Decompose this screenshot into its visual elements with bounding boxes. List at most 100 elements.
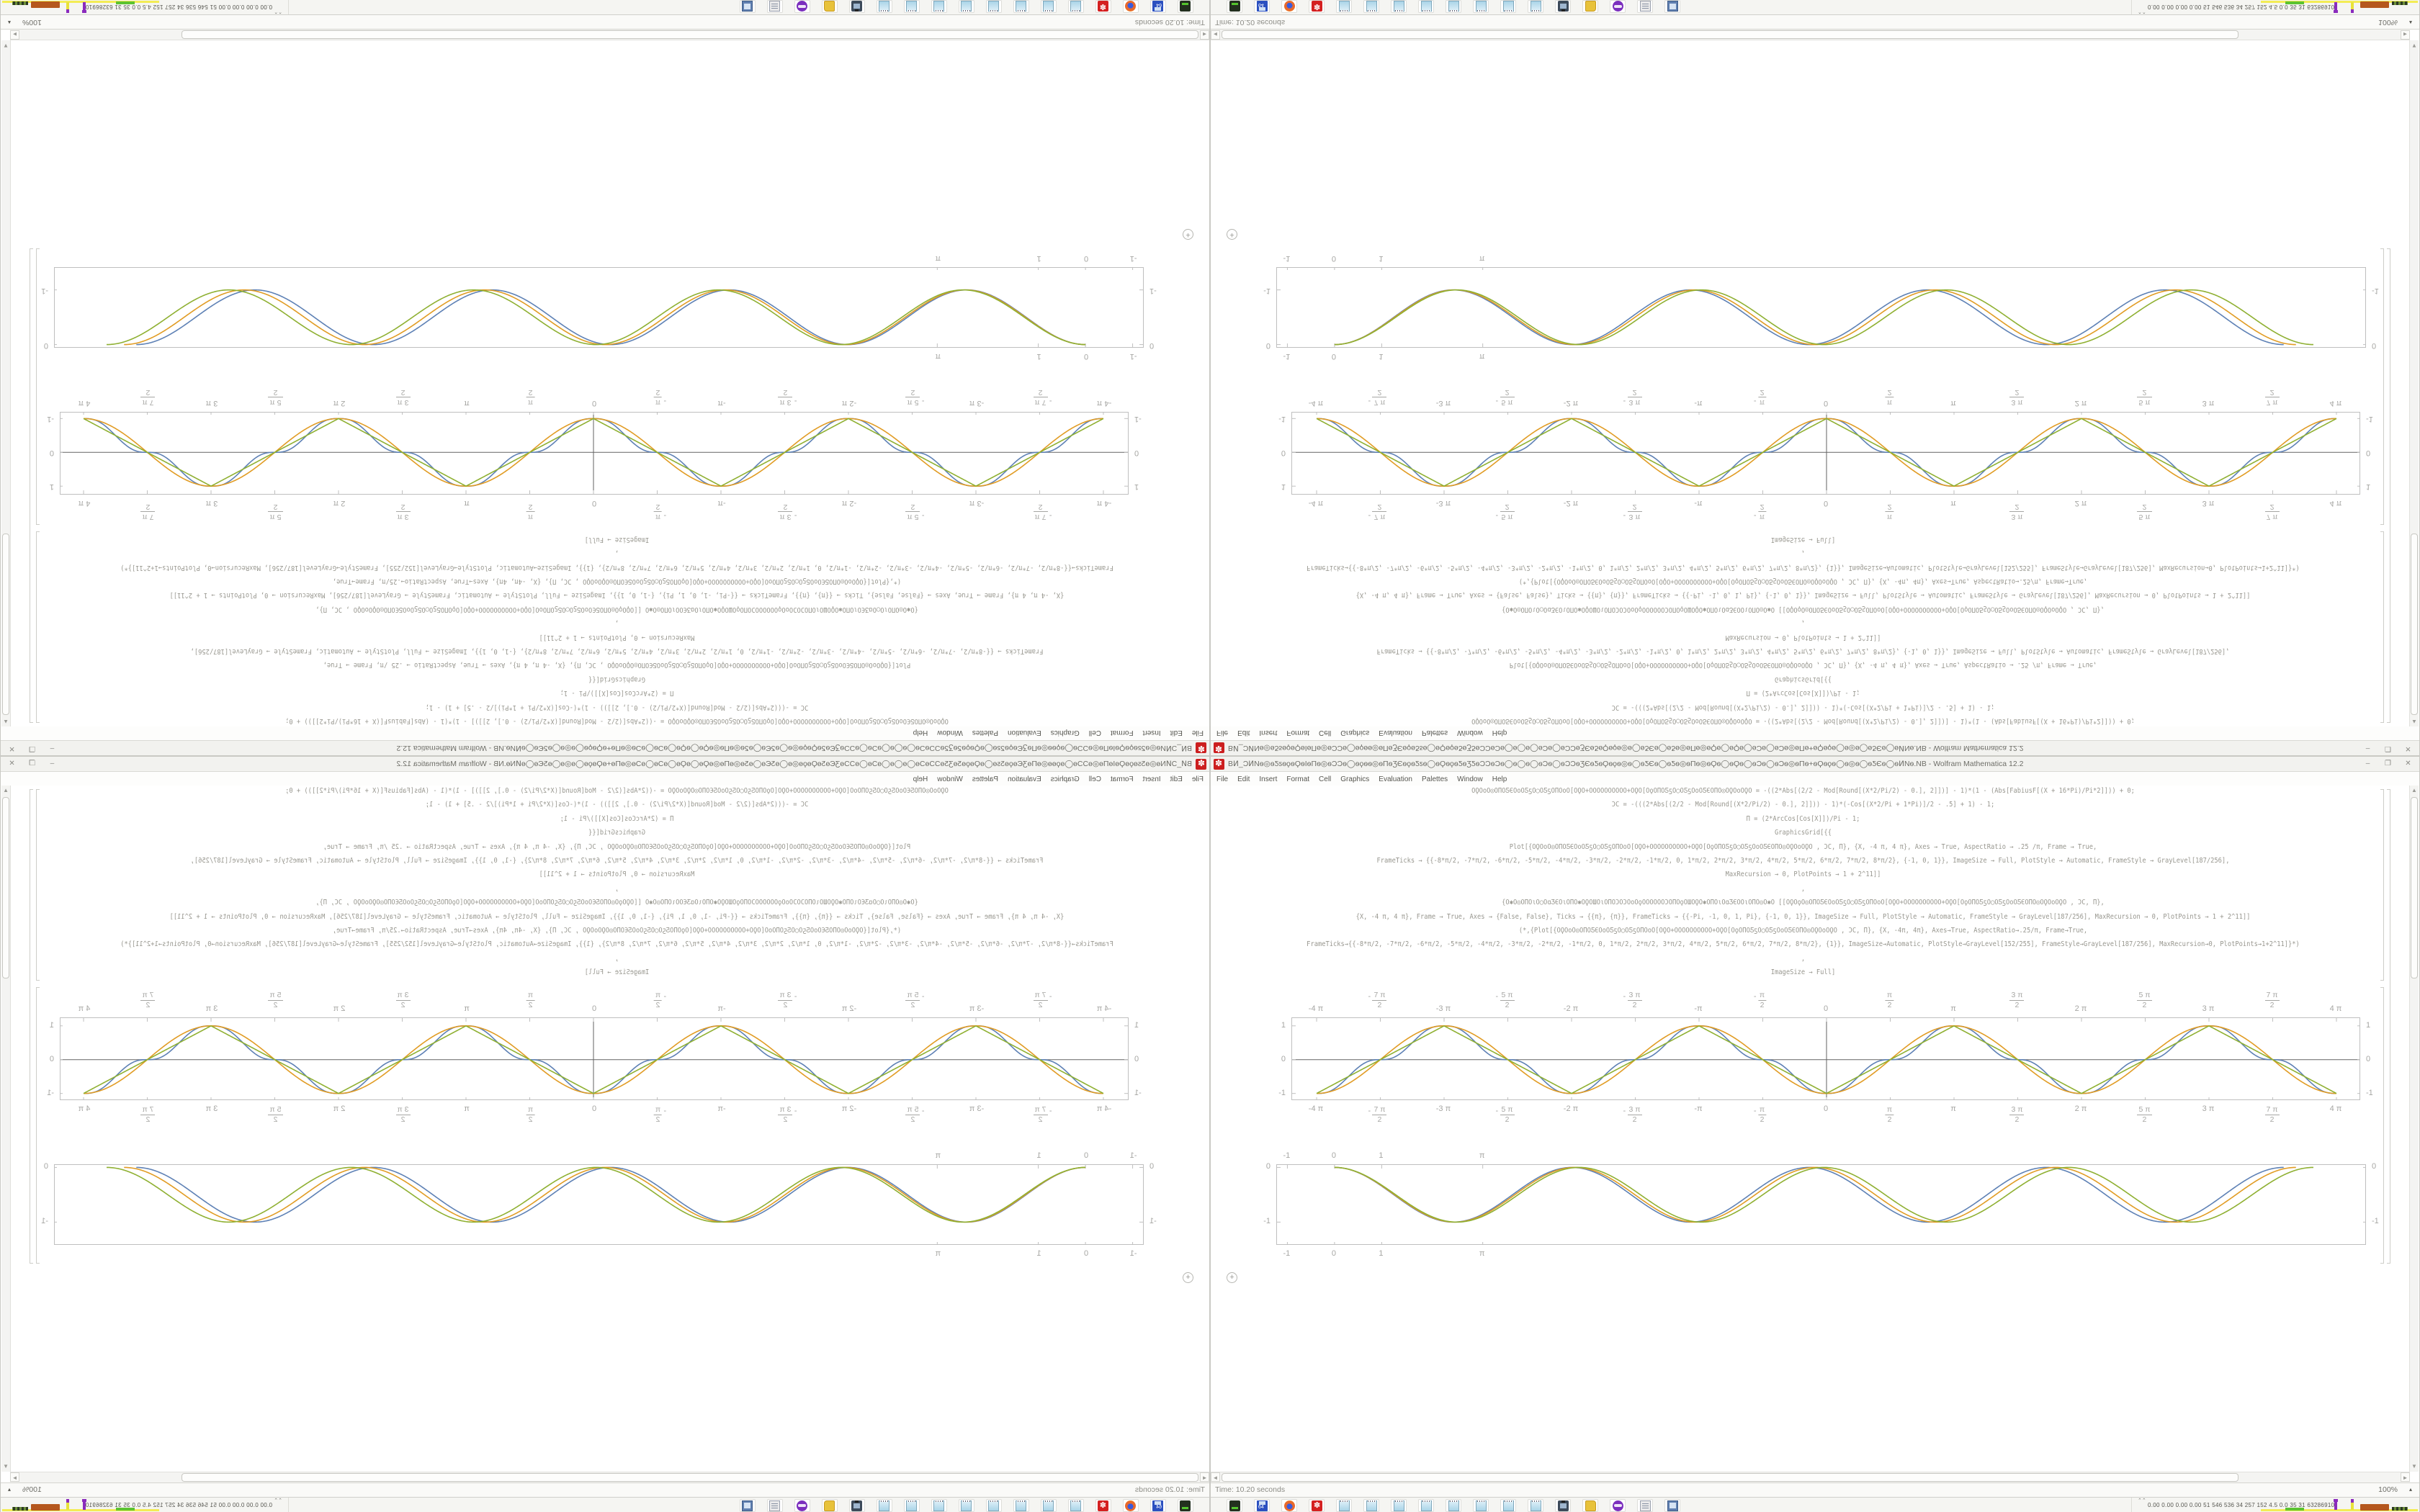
menu-item-graphics[interactable]: Graphics: [1050, 729, 1080, 737]
input-cell-bracket[interactable]: [2380, 789, 2384, 981]
code-line[interactable]: ΟϘΟοΟ◎ΟΠΟƼЄΟοΟƼƽΟ◯ΟƼƽΟΠΟοΟ[ΟϘΟ+ΟΟΟΟΟΟΟΟΟ…: [285, 787, 949, 795]
code-line[interactable]: FrameTicks → {{-8*π/2, -7*π/2, -6*π/2, -…: [190, 857, 1044, 865]
code-line[interactable]: ,: [614, 954, 619, 963]
menu-item-help[interactable]: Help: [1492, 775, 1507, 783]
firefox-icon[interactable]: [1281, 1499, 1297, 1512]
code-line[interactable]: ,: [1801, 619, 1806, 628]
scroll-left-icon[interactable]: ◄: [1211, 30, 1220, 40]
floppy-64-icon[interactable]: [1254, 0, 1270, 13]
code-line[interactable]: ,: [1801, 549, 1806, 558]
notepad-icon[interactable]: [931, 1499, 947, 1512]
notepad-icon[interactable]: [1473, 0, 1489, 13]
notepad-icon[interactable]: [1446, 1499, 1461, 1512]
title-bar[interactable]: ВͶ_ƆͶΝѳ◎ѳƼƽѳϙѳϘѳΙѳΠѳ◎ѳƆϽѳ◯ѳϙѳѳ◎ѳΠѳƷЄѳϙѳƼ…: [1211, 740, 2419, 755]
menu-item-window[interactable]: Window: [937, 775, 963, 783]
notepad-icon[interactable]: [1336, 1499, 1352, 1512]
menu-item-file[interactable]: File: [1216, 729, 1229, 737]
scroll-down-icon[interactable]: ▼: [2411, 42, 2417, 49]
notepad-icon[interactable]: [1418, 0, 1434, 13]
code-line[interactable]: ,: [1801, 884, 1806, 893]
firefox-icon[interactable]: [1123, 0, 1139, 13]
code-line[interactable]: ƆC = -(((2*Abs[(2/2 - Mod[Round[(X*2/Pi/…: [425, 801, 809, 809]
code-line[interactable]: (*,{Plot[{ΟϘΟοΟ◎ΟΠΟƼЄΟοΟƼƽΟ◯ΟƼƽΟΠΟοΟ[ΟϘΟ…: [1518, 577, 2088, 585]
scroll-icon[interactable]: [1637, 1499, 1653, 1512]
horizontal-scrollbar[interactable]: ◄ ►: [1211, 1472, 2410, 1482]
code-line[interactable]: FrameTicks→{{-8*π/2, -7*π/2, -6*π/2, -5*…: [120, 940, 1113, 949]
input-cell-bracket[interactable]: [36, 531, 40, 723]
output-cell-bracket[interactable]: [36, 248, 40, 525]
cell-insertion-marker[interactable]: +: [1183, 229, 1193, 240]
floppy-64-icon[interactable]: [1254, 1499, 1270, 1512]
floppy-64-icon[interactable]: [1150, 0, 1166, 13]
code-line[interactable]: ΟϘΟοΟ◎ΟΠΟƼЄΟοΟƼƽΟ◯ΟƼƽΟΠΟοΟ[ΟϘΟ+ΟΟΟΟΟΟΟΟΟ…: [1471, 717, 2135, 725]
cell-insertion-marker[interactable]: +: [1183, 1272, 1193, 1283]
folder-icon[interactable]: [1582, 1499, 1598, 1512]
floppy-64-icon[interactable]: [1150, 1499, 1166, 1512]
code-line[interactable]: {Ο✱Ο◎ΟΠΟιΟ◯ΟɑƷЄΟιΟΠΟ✱ΟϘΟШΟιΟΠΟƆΟϽΟοΟϙΟΟΟ…: [1502, 605, 2105, 613]
code-line[interactable]: ,: [614, 549, 619, 558]
menu-item-edit[interactable]: Edit: [1237, 729, 1250, 737]
screenshot-icon[interactable]: [1555, 0, 1571, 13]
menu-item-evaluation[interactable]: Evaluation: [1379, 729, 1412, 737]
menu-item-insert[interactable]: Insert: [1142, 729, 1161, 737]
scroll-right-icon[interactable]: ►: [10, 30, 19, 40]
menu-item-graphics[interactable]: Graphics: [1050, 775, 1080, 783]
notepad-icon[interactable]: [1528, 1499, 1543, 1512]
menu-item-help[interactable]: Help: [1492, 729, 1507, 737]
notepad-icon[interactable]: [1041, 0, 1057, 13]
notepad-icon[interactable]: [1473, 1499, 1489, 1512]
scroll-left-icon[interactable]: ◄: [1200, 1472, 1209, 1482]
scroll-down-icon[interactable]: ▼: [3, 42, 9, 49]
menu-item-palettes[interactable]: Palettes: [972, 729, 998, 737]
magnification-value[interactable]: 100%: [2378, 1485, 2398, 1494]
magnification-value[interactable]: 100%: [22, 1485, 42, 1494]
horizontal-scroll-thumb[interactable]: [1222, 1473, 2238, 1482]
outer-cell-bracket[interactable]: [2387, 789, 2390, 1264]
menu-item-file[interactable]: File: [1216, 775, 1229, 783]
mathematica-app-icon[interactable]: [1095, 0, 1111, 13]
scroll-right-icon[interactable]: ►: [10, 1472, 19, 1482]
scroll-up-icon[interactable]: ▲: [2411, 787, 2417, 793]
display-icon[interactable]: [740, 0, 756, 13]
code-line[interactable]: {Ο✱Ο◎ΟΠΟιΟ◯ΟɑƷЄΟιΟΠΟ✱ΟϘΟШΟιΟΠΟƆΟϽΟοΟϙΟΟΟ…: [315, 605, 918, 613]
notepad-icon[interactable]: [1500, 1499, 1516, 1512]
cell-insertion-marker[interactable]: +: [1227, 229, 1237, 240]
vertical-scrollbar[interactable]: ▲ ▼: [1, 786, 11, 1472]
horizontal-scroll-thumb[interactable]: [182, 30, 1198, 39]
display-icon[interactable]: [1664, 1499, 1680, 1512]
scroll-down-icon[interactable]: ▼: [3, 1463, 9, 1470]
drive-icon[interactable]: [1227, 0, 1242, 13]
menu-item-format[interactable]: Format: [1110, 729, 1134, 737]
code-line[interactable]: FrameTicks → {{-8*π/2, -7*π/2, -6*π/2, -…: [1376, 647, 2230, 655]
code-line[interactable]: Π = (2*ArcCos[Cos[X]])/Pi - 1;: [560, 689, 674, 698]
notepad-icon[interactable]: [1446, 0, 1461, 13]
menu-item-palettes[interactable]: Palettes: [1422, 729, 1448, 737]
menu-item-window[interactable]: Window: [937, 729, 963, 737]
menu-item-cell[interactable]: Cell: [1319, 775, 1332, 783]
vertical-scrollbar[interactable]: ▲ ▼: [1, 40, 11, 726]
vertical-scroll-thumb[interactable]: [2411, 534, 2418, 715]
code-line[interactable]: {X, -4 π, 4 π}, Frame → True, Axes → {Fa…: [169, 591, 1065, 600]
close-button[interactable]: ✕: [9, 760, 15, 768]
code-line[interactable]: {Ο✱Ο◎ΟΠΟιΟ◯ΟɑƷЄΟιΟΠΟ✱ΟϘΟШΟιΟΠΟƆΟϽΟοΟϙΟΟΟ…: [1502, 899, 2105, 907]
notepad-icon[interactable]: [1041, 1499, 1057, 1512]
code-line[interactable]: ƆC = -(((2*Abs[(2/2 - Mod[Round[(X*2/Pi/…: [1611, 801, 1995, 809]
notepad-icon[interactable]: [959, 1499, 974, 1512]
code-line[interactable]: (*,{Plot[{ΟϘΟοΟ◎ΟΠΟƼЄΟοΟƼƽΟ◯ΟƼƽΟΠΟοΟ[ΟϘΟ…: [332, 577, 902, 585]
mathematica-app-icon[interactable]: [1095, 1499, 1111, 1512]
outer-cell-bracket[interactable]: [30, 248, 33, 723]
vertical-scroll-thumb[interactable]: [2, 797, 9, 978]
menu-item-graphics[interactable]: Graphics: [1340, 775, 1370, 783]
magnification-caret-icon[interactable]: ▴: [2408, 1486, 2412, 1493]
mathematica-app-icon[interactable]: [1309, 1499, 1325, 1512]
code-line[interactable]: MaxRecursion → 0, PlotPoints → 1 + 2^11]…: [539, 870, 695, 879]
menu-item-insert[interactable]: Insert: [1142, 775, 1161, 783]
code-line[interactable]: ImageSize → Full]: [1770, 968, 1836, 977]
purple-app-icon[interactable]: [1610, 1499, 1626, 1512]
folder-icon[interactable]: [822, 0, 838, 13]
notepad-icon[interactable]: [1013, 1499, 1029, 1512]
notepad-icon[interactable]: [986, 1499, 1002, 1512]
code-line[interactable]: FrameTicks→{{-8*π/2, -7*π/2, -6*π/2, -5*…: [1307, 563, 2300, 572]
restore-button[interactable]: ❐: [29, 744, 35, 752]
mathematica-app-icon[interactable]: [1309, 0, 1325, 13]
